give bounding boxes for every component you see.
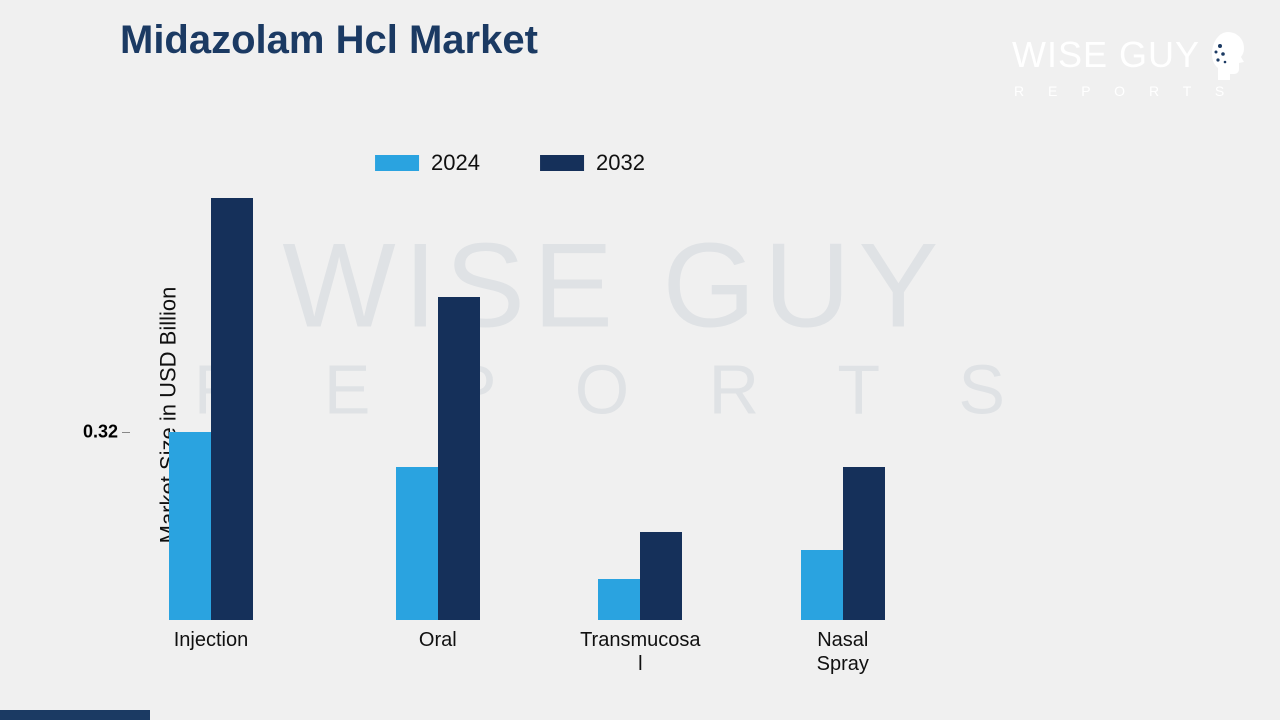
chart-plot: Injection Oral Transmucosal NasalSpray — [130, 180, 940, 620]
legend-label-2024: 2024 — [431, 150, 480, 176]
right-brand-panel — [960, 0, 1280, 720]
bar — [801, 550, 843, 620]
bar-group: Transmucosal — [598, 532, 682, 620]
bar — [169, 432, 211, 620]
legend-swatch-2024 — [375, 155, 419, 171]
legend-item-2024: 2024 — [375, 150, 480, 176]
bar — [396, 467, 438, 620]
bar — [438, 297, 480, 620]
chart-title: Midazolam Hcl Market — [120, 18, 538, 63]
chart-legend: 2024 2032 — [375, 150, 645, 176]
bar-group: Injection — [169, 198, 253, 620]
brand-logo-sub: R E P O R T S — [1012, 84, 1250, 98]
legend-swatch-2032 — [540, 155, 584, 171]
legend-item-2032: 2032 — [540, 150, 645, 176]
canvas: WISE GUY R E P O R T S Midazolam Hcl Mar… — [0, 0, 1280, 720]
x-axis-label: Oral — [358, 628, 518, 652]
bar — [598, 579, 640, 620]
legend-label-2032: 2032 — [596, 150, 645, 176]
x-axis-label: NasalSpray — [763, 628, 923, 676]
y-tick — [122, 432, 130, 433]
head-icon — [1206, 30, 1250, 80]
x-axis-label: Injection — [131, 628, 291, 652]
chart-area: 2024 2032 Market Size in USD Billion Inj… — [80, 150, 940, 680]
bar — [640, 532, 682, 620]
brand-logo: WISE GUY R E P O R T S — [1012, 30, 1250, 98]
x-axis-label: Transmucosal — [560, 628, 720, 676]
bar — [843, 467, 885, 620]
bar — [211, 198, 253, 620]
bar-group: Oral — [396, 297, 480, 620]
brand-logo-text: WISE GUY — [1012, 37, 1200, 73]
bar-group: NasalSpray — [801, 467, 885, 620]
y-tick-label: 0.32 — [80, 422, 118, 443]
brand-logo-main: WISE GUY — [1012, 30, 1250, 80]
bottom-accent-bar — [0, 710, 150, 720]
